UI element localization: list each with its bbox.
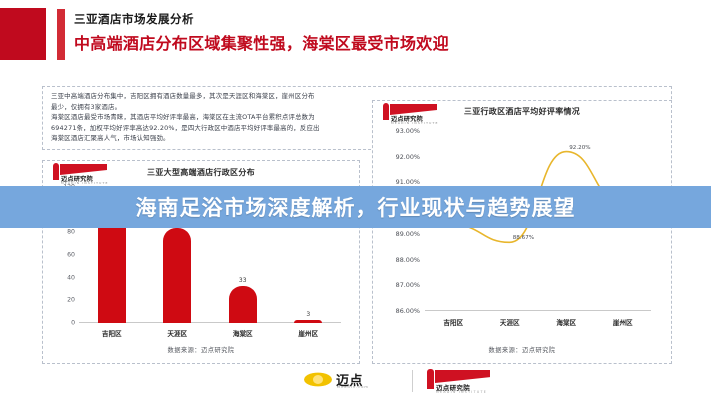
bar [294, 319, 323, 323]
logo-pillar-icon [427, 369, 434, 389]
y-axis-tick: 40 [67, 274, 75, 282]
logo-pinyin: MEADIN INSTITUTE [61, 181, 109, 185]
y-axis-tick: 80 [67, 228, 75, 236]
y-axis-tick: 93.00% [395, 127, 420, 135]
bar-value-label: 3 [306, 310, 311, 318]
overlay-banner: 海南足浴市场深度解析，行业现状与趋势展望 [0, 186, 711, 228]
brand2-pinyin: MEADIN INSTITUTE [436, 390, 488, 394]
y-axis-tick: 86.00% [395, 307, 420, 315]
meadin-institute-brand-logo: 迈点研究院 MEADIN INSTITUTE [424, 369, 498, 395]
x-axis-category: 崖州区 [298, 330, 319, 338]
summary-line: 海棠区酒店汇聚高人气，市场认知强劲。 [51, 134, 170, 143]
summary-line: 海棠区酒店最受市场青睐，其酒店平均好评率最高，海棠区在主流OTA平台累积点评总数… [51, 113, 315, 122]
logo-pinyin: MEADIN INSTITUTE [391, 121, 439, 125]
line-chart-source: 数据来源：迈点研究院 [488, 347, 556, 354]
bar [163, 227, 192, 323]
brand-name: 迈点 [336, 374, 364, 389]
bar-chart-title: 三亚大型高端酒店行政区分布 [147, 168, 255, 177]
bar-chart-source: 数据来源：迈点研究院 [167, 347, 235, 354]
y-axis-tick: 87.00% [395, 281, 420, 290]
meadin-institute-logo: 迈点研究院 MEADIN INSTITUTE [379, 103, 441, 127]
page-title: 中高端酒店分布区域集聚性强，海棠区最受市场欢迎 [74, 34, 449, 53]
banner-title: 海南足浴市场深度解析，行业现状与趋势展望 [135, 196, 576, 220]
line-chart-panel: 迈点研究院 MEADIN INSTITUTE 三亚行政区酒店平均好评率情况 86… [372, 100, 672, 364]
logo-pillar-icon [53, 163, 59, 180]
footer-divider [412, 370, 413, 392]
header-subtitle: 三亚酒店市场发展分析 [74, 12, 194, 26]
page-header: 三亚酒店市场发展分析 中高端酒店分布区域集聚性强，海棠区最受市场欢迎 [0, 8, 711, 60]
x-axis-category: 天涯区 [499, 319, 520, 327]
summary-line: 694271条，加权平均好评率高达92.20%，是四大行政区中酒店平均好评率最高… [51, 123, 320, 132]
y-axis-tick: 20 [67, 296, 75, 304]
line-value-label: 92.20% [569, 144, 591, 151]
logo-name: 迈点研究院 [61, 176, 93, 183]
brand-pinyin: Meadin.com [337, 385, 369, 389]
y-axis-tick: 0 [71, 319, 75, 327]
line-chart-title: 三亚行政区酒店平均好评率情况 [463, 107, 581, 116]
eye-pupil-icon [313, 375, 323, 384]
x-axis-category: 天涯区 [167, 330, 188, 338]
x-axis-category: 海棠区 [232, 330, 253, 338]
header-red-block [0, 8, 46, 60]
logo-flag-icon [390, 104, 437, 115]
y-axis-tick: 60 [67, 251, 75, 259]
logo-name: 迈点研究院 [391, 116, 423, 123]
meadin-institute-logo: 迈点研究院 MEADIN INSTITUTE [49, 163, 111, 187]
brand2-name: 迈点研究院 [436, 384, 470, 392]
x-axis-line [425, 310, 651, 311]
y-axis-tick: 89.00% [395, 229, 420, 238]
y-axis-tick: 88.00% [395, 255, 420, 264]
summary-line: 三亚中高端酒店分布集中，吉阳区拥有酒店数量最多，其次是天涯区和海棠区，崖州区分布 [51, 92, 315, 100]
x-axis-line [79, 322, 341, 323]
x-axis-category: 崖州区 [612, 319, 633, 327]
y-axis-tick: 92.00% [395, 152, 420, 161]
x-axis-category: 吉阳区 [101, 330, 122, 338]
x-axis-category: 海棠区 [556, 319, 577, 327]
bar-value-label: 33 [238, 276, 247, 284]
summary-line: 最少，仅拥有3家酒店。 [51, 102, 122, 111]
header-red-bar [57, 9, 65, 60]
page-footer: 迈点 Meadin.com 迈点研究院 MEADIN INSTITUTE [0, 366, 711, 400]
meadin-brand-logo: 迈点 Meadin.com 迈点研究院 MEADIN INSTITUTE [304, 368, 490, 394]
logo-flag-icon [60, 164, 107, 175]
x-axis-category: 吉阳区 [443, 319, 464, 327]
logo-pillar-icon [383, 103, 389, 120]
line-value-label: 88.67% [512, 235, 535, 242]
y-axis-tick: 91.00% [395, 178, 420, 187]
bar [228, 285, 257, 323]
